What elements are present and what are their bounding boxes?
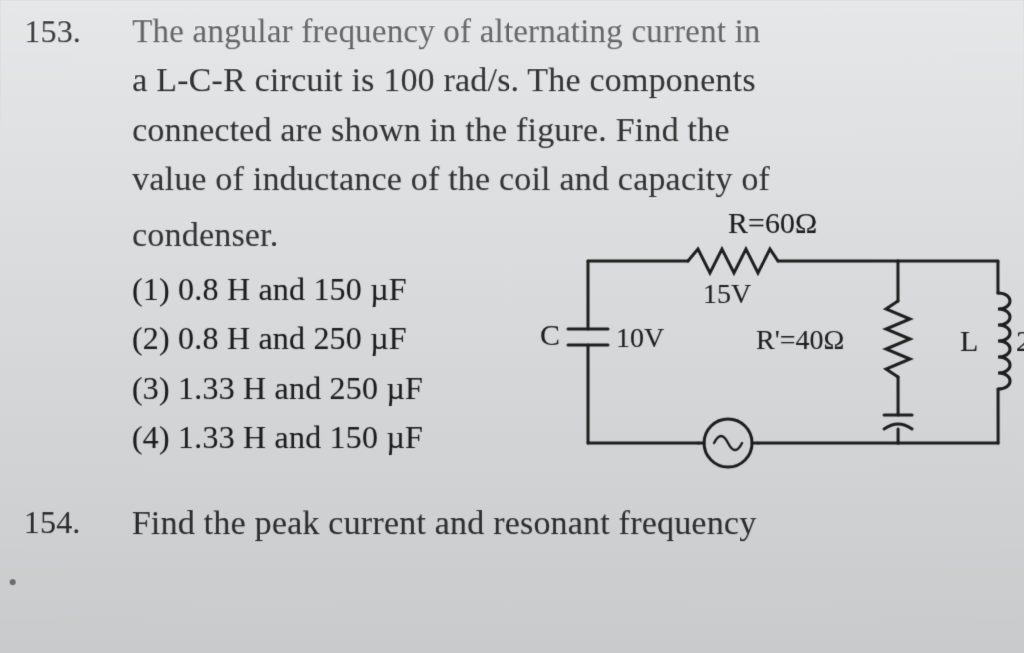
option-3: (3) 1.33 H and 250 µF — [132, 364, 512, 414]
print-dot — [10, 579, 16, 585]
stem-line: condenser. — [132, 211, 512, 261]
voltage-C-label: 10V — [616, 323, 664, 354]
resistor-Rprime — [886, 301, 910, 377]
ac-sine-icon — [714, 436, 742, 450]
option-list: (1) 0.8 H and 150 µF (2) 0.8 H and 250 µ… — [132, 265, 512, 463]
resistor-Rprime-label: R'=40Ω — [756, 325, 844, 356]
resistor-R — [688, 249, 778, 273]
question-number: 154. — [24, 499, 116, 549]
page: 153. The angular frequency of alternatin… — [0, 0, 1024, 653]
question-number: 153. — [24, 8, 116, 205]
stem-line: value of inductance of the coil and capa… — [132, 155, 1000, 205]
question-stem: The angular frequency of alternating cur… — [132, 8, 1000, 205]
question-154: 154. Find the peak current and resonant … — [24, 499, 1001, 549]
stem-line: The angular frequency of alternating cur… — [132, 8, 999, 56]
voltage-L-label: 20V — [1016, 325, 1024, 358]
option-2: (2) 0.8 H and 250 µF — [132, 314, 512, 364]
voltage-R-label: 15V — [703, 279, 751, 310]
resistor-R-label: R=60Ω — [728, 207, 817, 241]
circuit-svg: 15V C 10V R'=40Ω L 20V — [528, 211, 1024, 491]
mid-row: condenser. (1) 0.8 H and 150 µF (2) 0.8 … — [24, 211, 1000, 491]
stem-line: a L-C-R circuit is 100 rad/s. The compon… — [132, 56, 1000, 106]
option-1: (1) 0.8 H and 150 µF — [132, 265, 512, 315]
inductor-coil — [998, 293, 1010, 389]
option-4: (4) 1.33 H and 150 µF — [132, 413, 512, 463]
stem-line: Find the peak current and resonant frequ… — [132, 499, 1000, 549]
circuit-figure: R=60Ω — [528, 211, 1024, 491]
capacitor-label: C — [540, 319, 560, 352]
options-and-condenser: condenser. (1) 0.8 H and 150 µF (2) 0.8 … — [132, 211, 512, 463]
inductor-label: L — [960, 325, 978, 358]
stem-line: connected are shown in the figure. Find … — [132, 106, 1000, 156]
question-153: 153. The angular frequency of alternatin… — [24, 8, 1000, 205]
